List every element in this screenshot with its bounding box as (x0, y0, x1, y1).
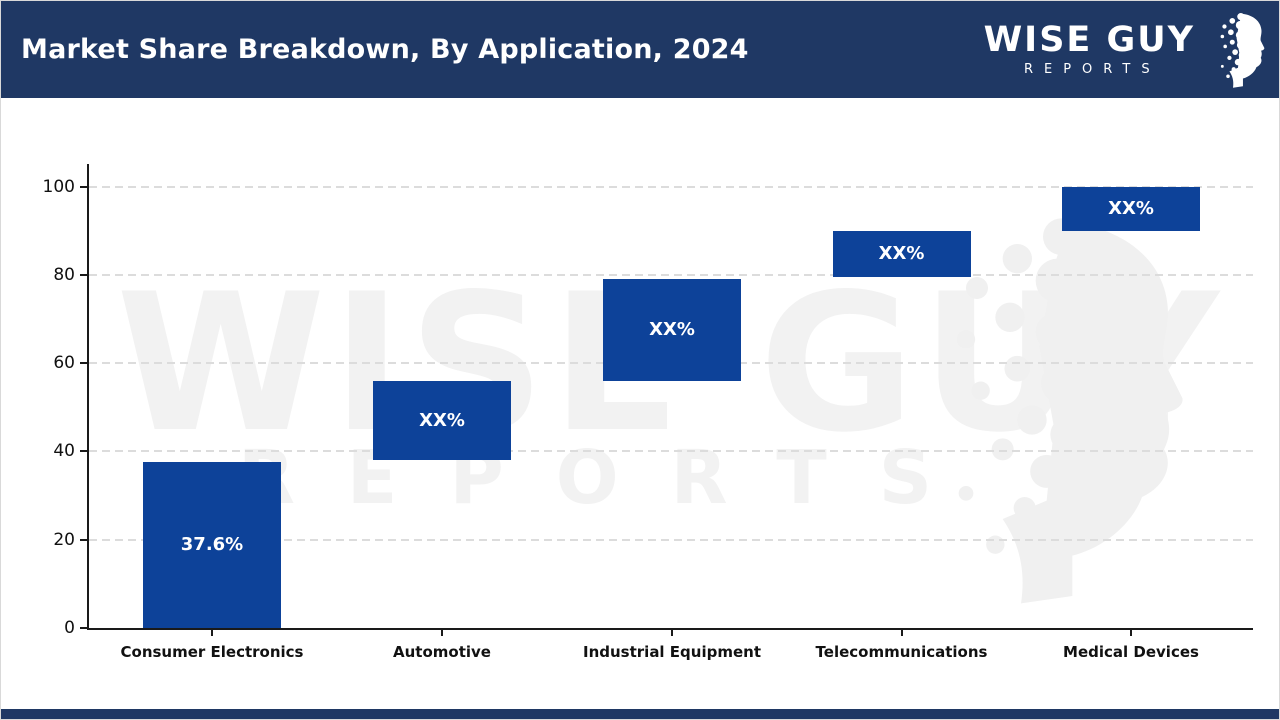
x-category-label: Medical Devices (1063, 643, 1199, 661)
y-tick-label: 40 (53, 441, 75, 462)
bar-value-label: XX% (419, 409, 465, 431)
x-tick-mark (441, 630, 443, 636)
y-tick-label: 100 (42, 176, 75, 197)
x-tick-mark (671, 630, 673, 636)
y-tick-label: 0 (64, 618, 75, 638)
x-tick-mark (900, 630, 903, 636)
bar-medical-devices: XX% (1062, 186, 1200, 231)
bar-telecommunications: XX% (832, 230, 971, 277)
y-tick-mark (80, 362, 87, 365)
y-tick-mark (80, 185, 87, 188)
x-category-label: Telecommunications (815, 643, 988, 661)
watermark-subtext: REPORTS (237, 435, 985, 521)
y-tick-label: 60 (53, 353, 75, 374)
plot-area: 0 20 40 60 80 100 37.6% Consumer Electronics XX%… (43, 164, 1253, 661)
bar-automotive: XX% (373, 380, 511, 461)
gridline-20 (89, 538, 1253, 541)
brand-logo-text: WISE GUY REPORTS (983, 19, 1195, 77)
gridline-80 (89, 273, 1253, 276)
x-category-label: Industrial Equipment (583, 643, 761, 661)
y-tick-label: 80 (53, 264, 75, 285)
bar-value-label: 37.6% (180, 534, 244, 556)
y-tick-mark (80, 273, 87, 276)
brand-subname: REPORTS (1023, 61, 1161, 77)
header-bar: Market Share Breakdown, By Application, … (1, 1, 1279, 98)
y-tick-mark (80, 450, 87, 453)
bar-industrial-equipment: XX% (603, 279, 741, 381)
page-title: Market Share Breakdown, By Application, … (21, 34, 749, 65)
x-category-label: Consumer Electronics (120, 643, 304, 661)
x-category-label: Automotive (393, 643, 491, 661)
bar-value-label: XX% (649, 319, 695, 341)
bar-consumer-electronics: 37.6% (143, 461, 281, 628)
dotted-head-profile-icon (1201, 9, 1265, 91)
y-tick-label: 20 (53, 529, 75, 550)
x-tick-mark (1130, 630, 1132, 636)
gridline-100 (89, 185, 1253, 188)
y-tick-mark (80, 627, 87, 629)
brand-name: WISE GUY (983, 19, 1195, 60)
x-axis-line (87, 628, 1253, 630)
bar-value-label: XX% (1108, 198, 1154, 220)
bar-value-label: XX% (878, 243, 925, 265)
footer-bar (1, 709, 1279, 719)
y-axis-line (87, 164, 89, 630)
gridline-40 (89, 450, 1253, 453)
brand-logo: WISE GUY REPORTS (984, 9, 1265, 91)
y-tick-mark (80, 538, 87, 541)
x-tick-mark (211, 630, 213, 636)
